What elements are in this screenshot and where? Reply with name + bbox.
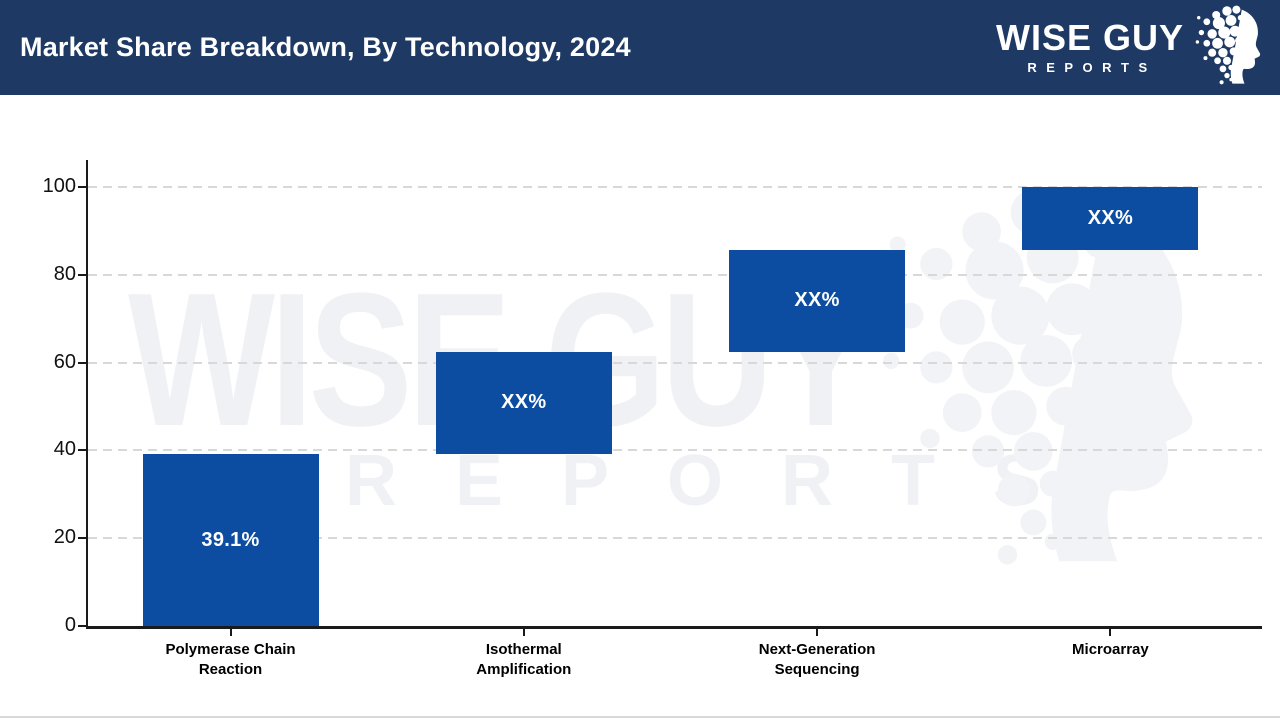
bar-polymerase-chain-reaction: 39.1% bbox=[142, 454, 319, 626]
y-tick-mark bbox=[78, 625, 86, 627]
y-tick-mark bbox=[78, 186, 86, 188]
wiseguy-head-icon bbox=[1192, 4, 1266, 92]
x-category-label: Polymerase Chain Reaction bbox=[165, 641, 296, 678]
header: Market Share Breakdown, By Technology, 2… bbox=[0, 0, 1280, 95]
bar-isothermal-amplification: XX% bbox=[435, 351, 612, 455]
plot-area: 39.1% XX% XX% XX% bbox=[86, 160, 1262, 629]
bar-value-label: XX% bbox=[794, 289, 840, 312]
y-tick-mark bbox=[78, 449, 86, 452]
logo-name: WISE GUY bbox=[995, 17, 1184, 58]
y-tick-label: 0 bbox=[64, 614, 76, 636]
watermark-tagline: REPORTS bbox=[345, 441, 1100, 521]
y-tick-label: 100 bbox=[42, 175, 76, 197]
x-tick-mark bbox=[229, 629, 232, 636]
x-tick-mark bbox=[522, 629, 525, 636]
gridline bbox=[88, 361, 1262, 364]
chart-canvas: WISE GUY REPORTS 39.1% XX% XX% XX% 0 20 40 60 8… bbox=[0, 95, 1280, 716]
bar-value-label: 39.1% bbox=[201, 528, 260, 551]
x-category-label: Microarray bbox=[1072, 641, 1149, 658]
page-title: Market Share Breakdown, By Technology, 2… bbox=[20, 32, 631, 62]
bottom-divider bbox=[0, 716, 1280, 718]
logo-text: WISE GUY REPORTS bbox=[995, 17, 1184, 76]
gridline bbox=[88, 449, 1262, 452]
y-tick-label: 40 bbox=[53, 438, 76, 461]
bar-value-label: XX% bbox=[501, 391, 547, 414]
x-category-label: Isothermal Amplification bbox=[476, 641, 572, 678]
y-tick-mark bbox=[78, 537, 86, 540]
y-tick-mark bbox=[78, 273, 86, 276]
bar-value-label: XX% bbox=[1087, 206, 1134, 229]
bar-next-generation-sequencing: XX% bbox=[729, 249, 906, 352]
y-tick-label: 80 bbox=[53, 262, 76, 285]
x-tick-mark bbox=[816, 629, 819, 636]
wiseguy-logo: WISE GUY REPORTS bbox=[996, 4, 1280, 92]
x-category-label: Next-Generation Sequencing bbox=[758, 641, 876, 678]
gridline bbox=[88, 537, 1262, 540]
y-tick-label: 60 bbox=[53, 350, 76, 373]
y-tick-label: 20 bbox=[53, 526, 76, 549]
bar-microarray: XX% bbox=[1022, 187, 1199, 250]
logo-tagline: REPORTS bbox=[1027, 60, 1157, 75]
x-tick-mark bbox=[1109, 629, 1112, 636]
y-tick-mark bbox=[78, 361, 86, 364]
gridline bbox=[88, 273, 1262, 276]
gridline bbox=[88, 186, 1262, 188]
